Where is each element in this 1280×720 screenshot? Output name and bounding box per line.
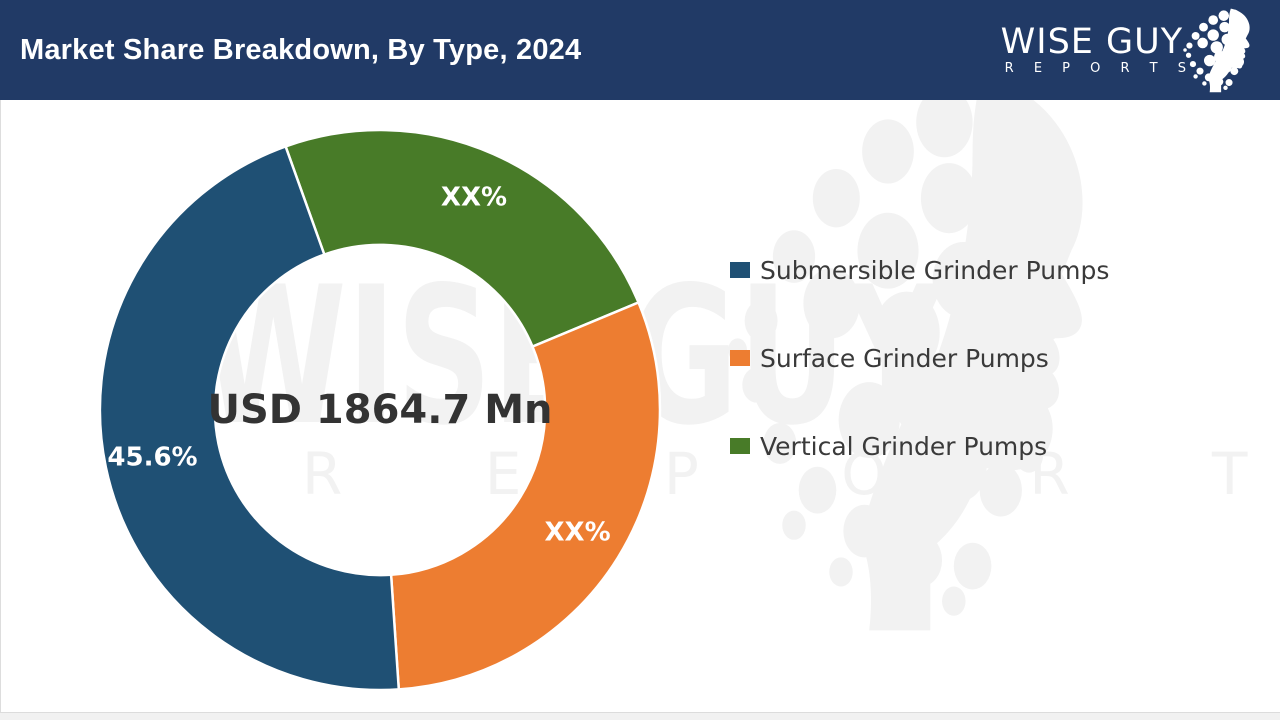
legend-item-vertical: Vertical Grinder Pumps [730,430,1109,462]
donut-segment-surface-grinder-pumps [389,300,662,691]
legend-label: Submersible Grinder Pumps [760,255,1110,285]
legend-label: Surface Grinder Pumps [760,343,1049,373]
segment-value-label: 45.6% [107,442,197,472]
logo-face-icon [1183,8,1250,93]
legend-color-swatch [730,438,750,454]
chart-area: XX% XX% 45.6% [95,125,665,695]
donut-segment-vertical-grinder-pumps [284,128,641,349]
content-left-border [0,100,1,712]
legend-item-submersible: Submersible Grinder Pumps [730,254,1109,286]
legend-color-swatch [730,350,750,366]
legend-label: Vertical Grinder Pumps [760,431,1048,461]
segment-value-label: XX% [545,517,611,547]
donut-chart: XX% XX% 45.6% [98,128,662,692]
logo-name: WISE GUY [1000,22,1184,62]
segment-value-label: XX% [441,183,507,213]
logo: WISE GUY R E P O R T S [1001,6,1280,94]
legend-item-surface: Surface Grinder Pumps [730,342,1109,374]
footer-strip [0,712,1280,720]
legend-color-swatch [730,262,750,278]
donut-segment-submersible-grinder-pumps [98,144,401,692]
header: Market Share Breakdown, By Type, 2024 WI… [0,0,1280,100]
legend: Submersible Grinder Pumps Surface Grinde… [730,254,1109,518]
page-title: Market Share Breakdown, By Type, 2024 [20,33,582,66]
logo-texts: WISE GUY R E P O R T S [1001,24,1194,76]
logo-subtext: R E P O R T S [1004,61,1194,76]
